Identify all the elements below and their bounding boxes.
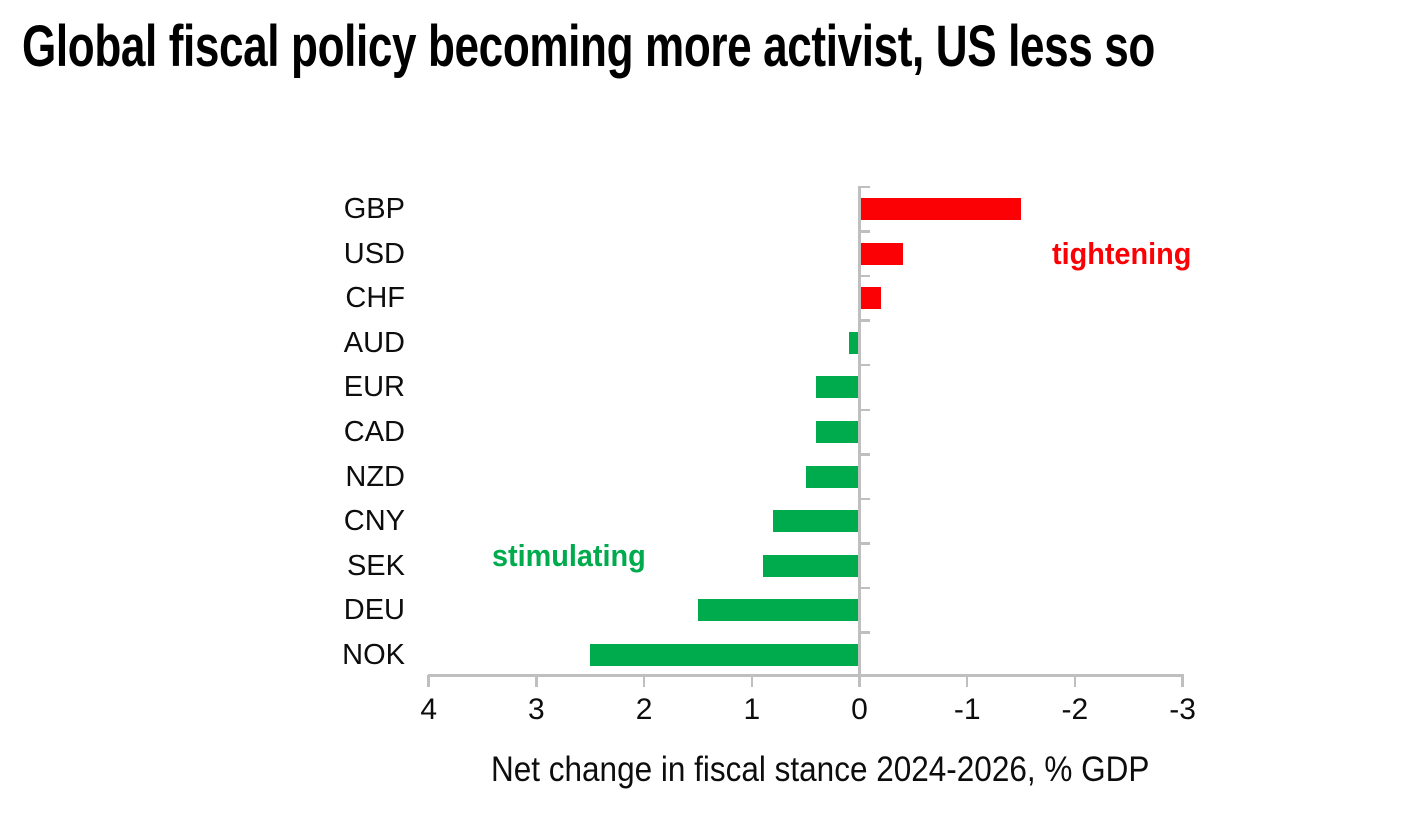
category-label-nok: NOK [342,638,405,671]
x-tick-label-3: 3 [528,693,545,726]
x-axis-title: Net change in fiscal stance 2024-2026, %… [491,750,1150,789]
x-axis-tick [750,674,754,687]
category-label-usd: USD [343,237,405,270]
category-label-eur: EUR [343,371,405,404]
stimulating-annotation: stimulating [492,538,646,573]
x-axis-tick [965,674,969,687]
bar-aud [848,331,860,354]
y-axis-tick [859,631,870,634]
x-axis-tick [858,674,861,687]
bar-nzd [805,465,860,488]
x-axis-tick [1073,674,1077,687]
x-tick-label-0: 0 [851,693,868,726]
x-tick-label--3: -3 [1169,693,1196,726]
bar-usd [859,242,903,265]
category-label-chf: CHF [345,282,405,315]
category-label-nzd: NZD [345,460,405,493]
bar-deu [697,599,860,622]
y-axis-tick [859,230,870,233]
y-axis-tick [859,408,870,411]
y-axis-tick [859,453,870,456]
bar-nok [590,643,860,666]
bar-gbp [859,198,1022,221]
x-tick-label-1: 1 [743,693,761,726]
category-label-gbp: GBP [343,193,405,226]
bar-chf [859,287,882,310]
tightening-annotation: tightening [1052,236,1192,271]
bar-sek [762,554,860,577]
chart-title: Global fiscal policy becoming more activ… [22,14,1155,79]
y-axis-tick [859,185,870,189]
y-axis-tick [859,497,870,501]
category-label-aud: AUD [343,326,405,359]
x-axis-tick [642,674,646,687]
category-label-cny: CNY [343,505,405,538]
x-tick-label-2: 2 [635,693,653,726]
y-axis-tick [859,363,870,367]
bar-cny [773,510,860,533]
x-tick-label--2: -2 [1061,693,1089,726]
category-label-cad: CAD [343,416,405,449]
bar-cad [816,421,860,444]
category-label-deu: DEU [343,594,405,627]
bar-eur [816,376,860,399]
x-axis-tick [427,674,430,687]
x-tick-label-4: 4 [420,693,438,726]
y-axis-tick [859,542,870,545]
x-axis-tick [535,674,538,687]
x-axis-tick [1181,674,1184,687]
y-axis-line [858,186,861,686]
y-axis-tick [859,274,870,278]
y-axis-tick [859,586,870,590]
x-axis-line [428,674,1184,677]
x-tick-label--1: -1 [953,693,981,726]
category-label-sek: SEK [346,549,405,582]
y-axis-tick [859,319,870,322]
